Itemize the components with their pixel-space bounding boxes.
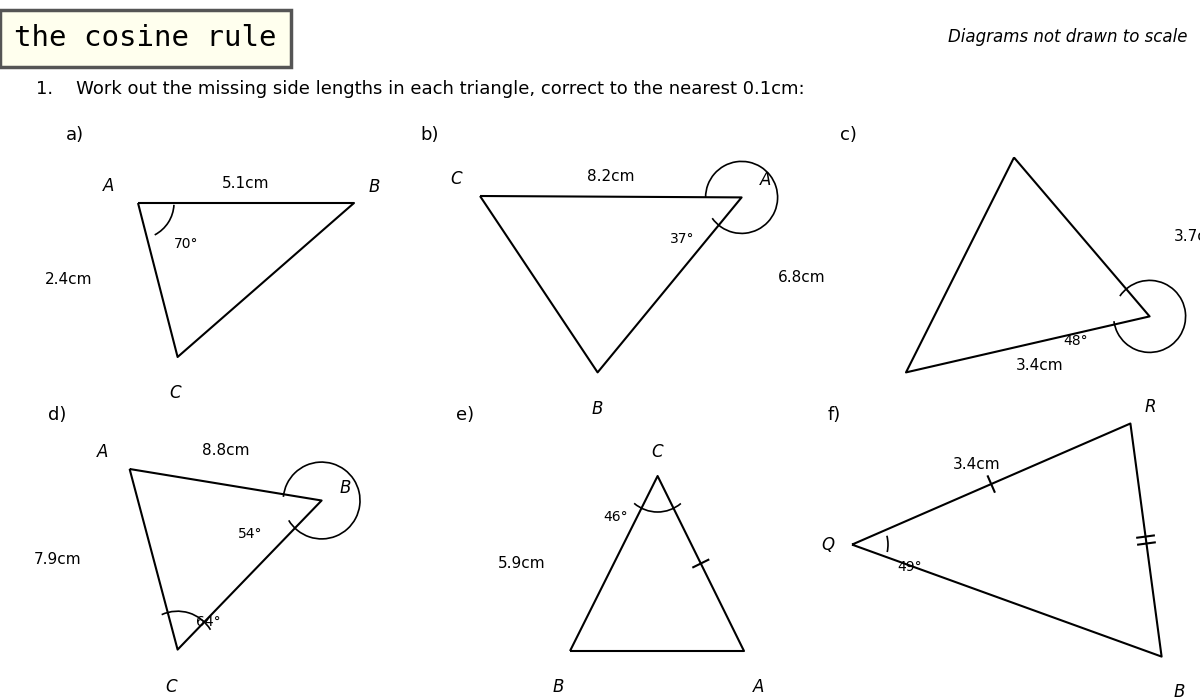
Text: 70°: 70° <box>174 237 198 251</box>
Text: A: A <box>752 678 764 696</box>
Text: B: B <box>592 400 604 419</box>
Text: 3.7cm: 3.7cm <box>1174 230 1200 244</box>
Text: A: A <box>97 442 108 461</box>
Text: Q: Q <box>821 536 834 554</box>
Text: B: B <box>1174 683 1184 700</box>
Text: C: C <box>450 169 462 188</box>
Text: b): b) <box>420 126 438 144</box>
Text: R: R <box>1145 398 1157 416</box>
Text: C: C <box>652 442 664 461</box>
Text: 64°: 64° <box>196 615 221 629</box>
Text: B: B <box>340 479 350 497</box>
Text: 3.4cm: 3.4cm <box>953 457 1001 472</box>
Text: C: C <box>166 678 178 696</box>
Text: 49°: 49° <box>898 560 923 574</box>
Text: 3.4cm: 3.4cm <box>1016 358 1063 373</box>
Text: c): c) <box>840 126 857 144</box>
Text: the cosine rule: the cosine rule <box>14 25 277 52</box>
Text: 6.8cm: 6.8cm <box>778 270 826 286</box>
Text: 5.1cm: 5.1cm <box>222 176 270 191</box>
Text: 8.8cm: 8.8cm <box>202 443 250 459</box>
Text: B: B <box>368 178 379 196</box>
Text: 8.2cm: 8.2cm <box>587 169 635 184</box>
Text: a): a) <box>66 126 84 144</box>
Text: 46°: 46° <box>604 510 629 524</box>
Text: 54°: 54° <box>238 527 262 541</box>
Text: d): d) <box>48 406 66 424</box>
Text: B: B <box>552 678 564 696</box>
Text: 2.4cm: 2.4cm <box>44 272 92 288</box>
Text: 37°: 37° <box>670 232 694 246</box>
Text: 1.    Work out the missing side lengths in each triangle, correct to the nearest: 1. Work out the missing side lengths in … <box>36 80 805 99</box>
Text: A: A <box>760 171 770 189</box>
Text: C: C <box>169 384 181 402</box>
Text: 7.9cm: 7.9cm <box>34 552 82 567</box>
Text: A: A <box>103 176 114 195</box>
Text: f): f) <box>828 406 841 424</box>
Text: 5.9cm: 5.9cm <box>498 556 546 571</box>
Text: 48°: 48° <box>1063 334 1088 348</box>
Text: e): e) <box>456 406 474 424</box>
Text: Diagrams not drawn to scale: Diagrams not drawn to scale <box>948 28 1188 46</box>
